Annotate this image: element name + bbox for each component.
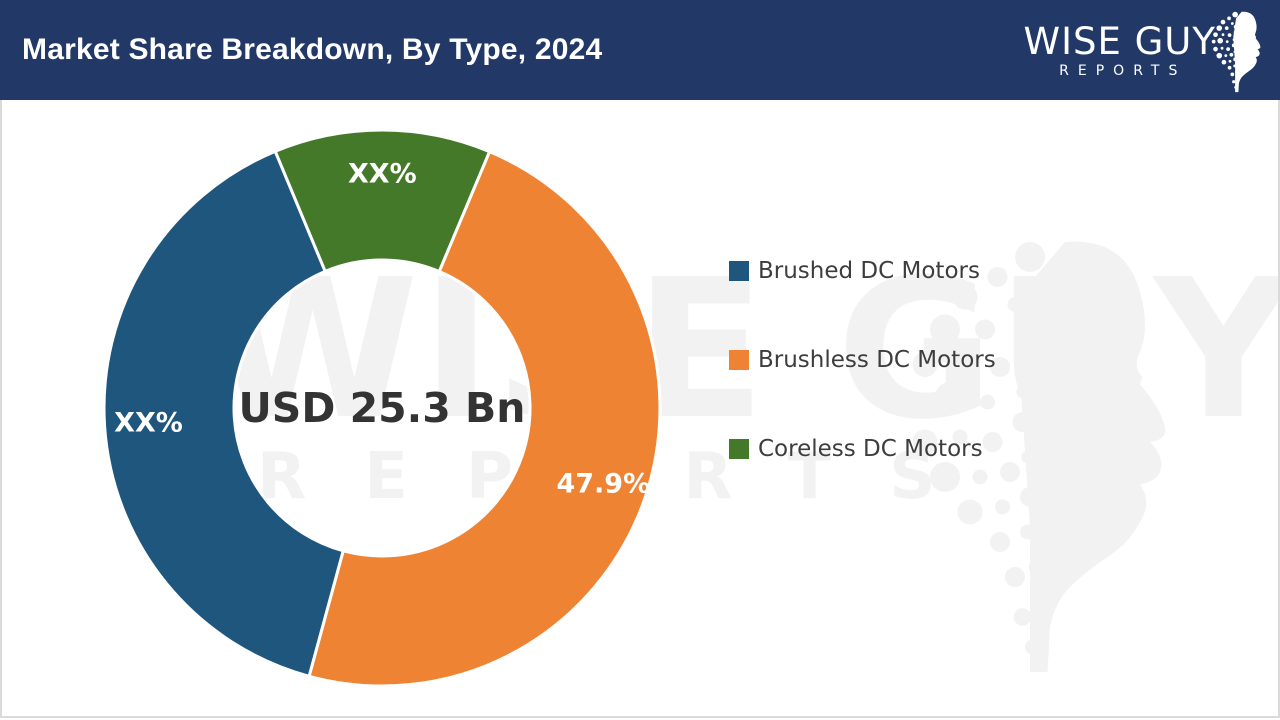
header-bar: Market Share Breakdown, By Type, 2024 WI… bbox=[0, 0, 1280, 100]
brand-subtitle: REPORTS bbox=[1059, 63, 1187, 79]
legend-label: Brushless DC Motors bbox=[758, 347, 996, 373]
donut-chart: XX% 47.9% XX% bbox=[102, 128, 662, 688]
brand-name: WISE GUY bbox=[1023, 20, 1216, 63]
segment-label: XX% bbox=[348, 159, 417, 190]
legend-swatch-orange bbox=[729, 350, 749, 370]
chart-legend: Brushed DC Motors Brushless DC Motors Co… bbox=[729, 258, 996, 462]
page-title: Market Share Breakdown, By Type, 2024 bbox=[22, 33, 603, 66]
legend-item: Coreless DC Motors bbox=[729, 436, 996, 462]
chart-area: WISE GUY REPORTS XX%47.9%XX% USD 25.3 Bn… bbox=[0, 100, 1280, 718]
legend-item: Brushless DC Motors bbox=[729, 347, 996, 373]
donut-segment-brushless-dc-motors bbox=[307, 150, 662, 688]
segment-label: XX% bbox=[114, 408, 183, 439]
dotted-head-icon bbox=[1211, 11, 1261, 93]
brand-logo-text: WISE GUY REPORTS bbox=[1024, 23, 1216, 79]
donut-center-value: USD 25.3 Bn bbox=[238, 384, 526, 432]
brand-logo: WISE GUY REPORTS bbox=[1024, 9, 1266, 93]
legend-swatch-blue bbox=[729, 261, 749, 281]
legend-label: Coreless DC Motors bbox=[758, 436, 983, 462]
legend-item: Brushed DC Motors bbox=[729, 258, 996, 284]
donut-segment-brushed-dc-motors bbox=[102, 149, 345, 678]
segment-label: 47.9% bbox=[556, 469, 650, 500]
legend-swatch-green bbox=[729, 439, 749, 459]
legend-label: Brushed DC Motors bbox=[758, 258, 980, 284]
